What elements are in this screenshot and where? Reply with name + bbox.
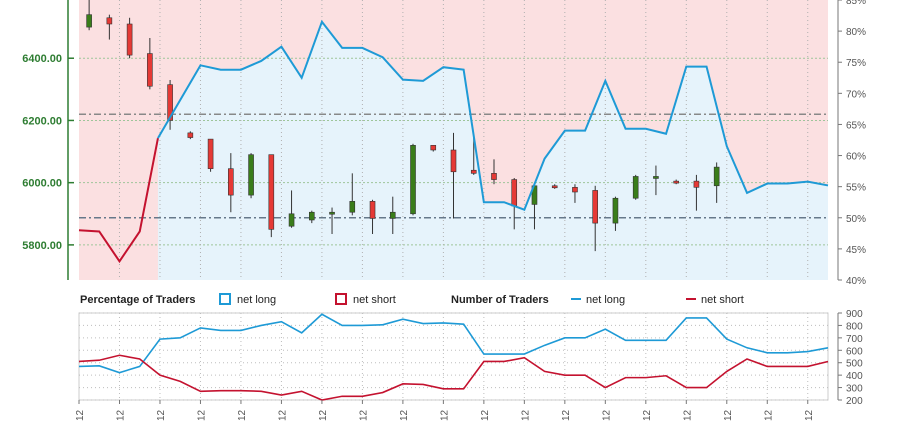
right-tick-label-7: 75% — [846, 58, 866, 69]
candle-body-18 — [450, 149, 457, 173]
candle-body-12 — [329, 211, 335, 215]
x-tick-label-0: 12 — [75, 409, 86, 421]
candle-body-15 — [389, 211, 396, 219]
traders-plot-bg — [78, 312, 829, 401]
candle-body-6 — [207, 138, 214, 169]
legend-pct-long-swatch — [219, 293, 231, 305]
candle-body-16 — [410, 145, 416, 215]
x-tick-label-18: 12 — [804, 409, 815, 421]
candle-body-4 — [167, 84, 173, 121]
left-tick-label-3: 6400.00 — [22, 53, 62, 65]
candle-body-8 — [248, 154, 254, 196]
right-tick-label-6: 70% — [846, 89, 866, 100]
candle-body-10 — [288, 213, 295, 227]
candle-body-27 — [632, 176, 639, 199]
left-tick-label-1: 6000.00 — [22, 178, 62, 190]
candle-body-9 — [268, 154, 275, 230]
traders-right-tick-label-6: 800 — [846, 321, 863, 332]
legend-pct-title: Percentage of Traders — [80, 294, 196, 306]
legend-num-title: Number of Traders — [451, 294, 549, 306]
traders-right-tick-label-7: 900 — [846, 309, 863, 320]
candle-body-19 — [470, 169, 477, 174]
candle-body-2 — [126, 23, 133, 56]
x-tick-label-17: 12 — [763, 409, 774, 421]
x-tick-label-6: 12 — [318, 409, 329, 421]
candle-body-26 — [612, 197, 619, 224]
right-tick-label-8: 80% — [846, 27, 866, 38]
candle-body-14 — [369, 201, 376, 219]
x-tick-label-13: 12 — [601, 409, 612, 421]
right-tick-label-4: 60% — [846, 152, 866, 163]
candle-body-5 — [187, 132, 194, 138]
candle-body-3 — [147, 53, 153, 87]
short-lead-bg — [79, 138, 158, 280]
candle-body-20 — [491, 173, 497, 180]
legend-pct-long-label: net long — [237, 294, 276, 306]
legend-num-long-label: net long — [586, 294, 625, 306]
x-tick-label-10: 12 — [480, 409, 491, 421]
x-tick-label-12: 12 — [561, 409, 572, 421]
x-tick-label-9: 12 — [439, 409, 450, 421]
x-tick-label-15: 12 — [682, 409, 693, 421]
candle-body-31 — [713, 166, 720, 187]
x-tick-label-3: 12 — [196, 409, 207, 421]
x-tick-label-14: 12 — [642, 409, 653, 421]
left-tick-label-0: 5800.00 — [22, 240, 62, 252]
candle-body-29 — [673, 180, 679, 184]
candle-body-17 — [430, 145, 437, 151]
traders-right-tick-label-3: 500 — [846, 359, 863, 370]
x-tick-label-16: 12 — [723, 409, 734, 421]
x-tick-label-7: 12 — [358, 409, 369, 421]
traders-right-tick-label-2: 400 — [846, 371, 863, 382]
left-tick-label-4: 6600.00 — [22, 0, 62, 3]
candle-body-13 — [349, 201, 356, 213]
candle-body-7 — [228, 168, 234, 196]
left-tick-label-2: 6200.00 — [22, 115, 62, 127]
traders-net-long-line — [78, 313, 829, 374]
x-tick-label-5: 12 — [277, 409, 288, 421]
legend-pct-short-swatch — [335, 293, 347, 305]
traders-net-short-line — [78, 354, 829, 401]
candle-body-28 — [653, 176, 659, 179]
x-tick-label-2: 12 — [156, 409, 167, 421]
candle-body-11 — [308, 211, 315, 221]
right-tick-label-2: 50% — [846, 214, 866, 225]
legend-pct-short-label: net short — [353, 294, 396, 306]
candle-body-21 — [511, 179, 518, 207]
right-tick-label-1: 45% — [846, 245, 866, 256]
x-tick-label-11: 12 — [520, 409, 531, 421]
net-short-pct-line — [78, 137, 159, 264]
candle-body-0 — [86, 14, 92, 28]
candle-body-23 — [551, 185, 558, 189]
candle-body-25 — [592, 190, 599, 224]
traders-right-tick-label-5: 700 — [846, 334, 863, 345]
right-tick-label-0: 40% — [846, 276, 866, 287]
price-panel: 5800.00 6000.00 6200.00 6400.00 6600.00 40% 45… — [22, 0, 866, 287]
net-long-pct-line — [157, 19, 829, 211]
traders-right-tick-label-0: 200 — [846, 396, 863, 407]
x-tick-label-4: 12 — [237, 409, 248, 421]
x-tick-label-8: 12 — [399, 409, 410, 421]
x-tick-label-1: 12 — [115, 409, 126, 421]
candle-body-24 — [572, 187, 578, 193]
legend: Percentage of Traders net long net short… — [80, 293, 744, 306]
traders-right-tick-label-4: 600 — [846, 346, 863, 357]
legend-num-short-label: net short — [701, 294, 744, 306]
candle-body-1 — [106, 17, 113, 25]
traders-right-tick-label-1: 300 — [846, 384, 863, 395]
right-tick-label-3: 55% — [846, 183, 866, 194]
candle-body-30 — [693, 180, 700, 188]
right-tick-label-9: 85% — [846, 0, 866, 7]
right-tick-label-5: 65% — [846, 120, 866, 131]
